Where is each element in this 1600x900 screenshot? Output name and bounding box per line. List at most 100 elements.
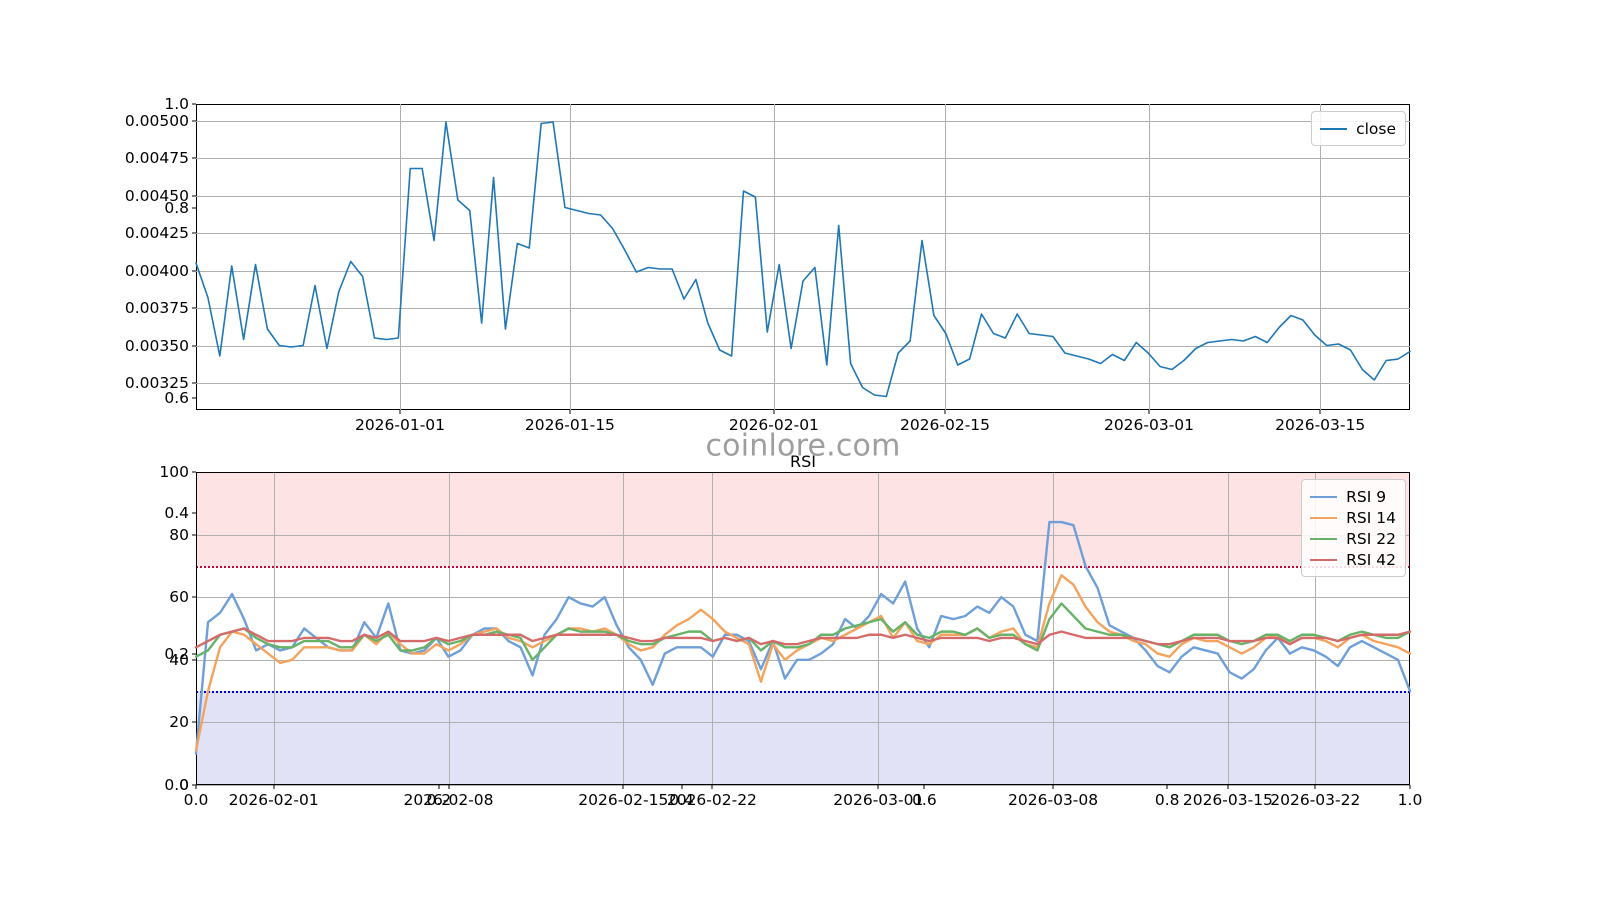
- price-gridline-h: [196, 158, 1410, 159]
- rsi-title: RSI: [790, 452, 816, 471]
- rsi-ytick-mark: [192, 471, 196, 473]
- rsi-ytick-mark: [192, 534, 196, 536]
- rsi-gridline-v: [711, 472, 713, 785]
- price-ytick-label: 0.00475: [124, 149, 189, 167]
- legend-item-rsi-9[interactable]: RSI 9: [1310, 486, 1396, 507]
- rsi-ytick-label: 40: [169, 650, 189, 669]
- price-xtick-label: 2026-03-15: [1275, 416, 1366, 434]
- rsi-xtick-label: 2026-03-01: [833, 791, 924, 809]
- legend-item-close[interactable]: close: [1320, 118, 1396, 139]
- legend-label-rsi-42: RSI 42: [1346, 550, 1396, 569]
- rsi-gridline-v: [1227, 472, 1229, 785]
- rsi-secondary-xtick-label: 0.0: [183, 791, 209, 809]
- legend-swatch-close: [1320, 127, 1348, 130]
- price-ytick-label: 0.00325: [124, 374, 189, 392]
- rsi-secondary-xtick-mark: [923, 785, 925, 789]
- rsi-secondary-ytick-mark: [192, 512, 196, 514]
- legend-swatch-rsi-14: [1310, 516, 1338, 519]
- rsi-gridline-v: [623, 472, 625, 785]
- rsi-overbought-line: [196, 565, 1410, 568]
- legend-swatch-rsi-9: [1310, 495, 1338, 498]
- rsi-gridline-v: [448, 472, 450, 785]
- price-gridline-h: [196, 233, 1410, 234]
- rsi-secondary-xtick-label: 0.8: [1154, 791, 1180, 809]
- price-xtick-mark: [1148, 410, 1150, 414]
- price-chart-panel: 0.00500 0.00475 0.00450 0.00425 0.00400 0.003…: [125, 95, 1411, 434]
- rsi-secondary-xtick-label: 0.4: [669, 791, 694, 809]
- rsi-ytick-label: 20: [169, 713, 189, 732]
- rsi-secondary-ytick-mark: [192, 784, 196, 786]
- price-gridline-v: [773, 104, 775, 410]
- rsi-xtick-label: 2026-03-22: [1270, 791, 1361, 809]
- price-ytick-label: 0.00350: [124, 336, 189, 355]
- price-ytick-mark: [192, 195, 196, 196]
- rsi-gridline-v: [1053, 472, 1055, 785]
- price-gridline-v: [945, 104, 946, 410]
- price-legend[interactable]: close: [1311, 111, 1406, 146]
- rsi-xtick-mark: [448, 785, 449, 789]
- price-gridline-v: [400, 104, 401, 410]
- rsi-secondary-ytick-label: 0.0: [164, 776, 189, 794]
- rsi-gridline-h: [196, 597, 1410, 599]
- price-secondary-ytick-mark: [192, 207, 196, 209]
- price-xtick-label: 2026-01-01: [354, 416, 446, 434]
- rsi-xtick-label: 2026-02-01: [228, 791, 319, 809]
- price-secondary-ytick-label: 0.8: [164, 199, 189, 217]
- price-secondary-ytick-label: 1.0: [164, 95, 189, 113]
- rsi-secondary-xtick-label: 0.6: [912, 791, 937, 809]
- rsi-secondary-ytick-label: 0.4: [164, 503, 189, 522]
- price-gridline-h: [196, 345, 1410, 347]
- rsi-secondary-xtick-label: 1.0: [1397, 791, 1423, 809]
- price-gridline-v: [1149, 104, 1150, 410]
- rsi-xtick-mark: [273, 785, 275, 789]
- legend-item-rsi-22[interactable]: RSI 22: [1310, 528, 1396, 549]
- rsi-xtick-mark: [877, 785, 879, 789]
- rsi-legend[interactable]: RSI 9 RSI 14 RSI 22 RSI 42: [1301, 479, 1406, 577]
- legend-item-rsi-14[interactable]: RSI 14: [1310, 507, 1396, 528]
- rsi-secondary-xtick-mark: [1409, 785, 1411, 789]
- rsi-ytick-mark: [192, 721, 196, 723]
- rsi-oversold-line: [196, 691, 1410, 694]
- legend-label-rsi-9: RSI 9: [1346, 487, 1387, 506]
- rsi-secondary-ytick-label: 0.2: [164, 644, 189, 663]
- rsi-band-overbought: [196, 472, 1410, 566]
- price-ytick-label: 0.00375: [124, 299, 189, 317]
- price-ytick-mark: [192, 120, 196, 121]
- rsi-gridline-v: [1315, 472, 1317, 785]
- price-gridline-h: [196, 120, 1410, 122]
- price-xtick-mark: [944, 410, 946, 414]
- price-ytick-label: 0.00500: [124, 111, 189, 130]
- rsi-secondary-xtick-label: 0.2: [426, 791, 452, 809]
- rsi-xtick-mark: [1314, 785, 1316, 789]
- legend-swatch-rsi-42: [1310, 558, 1338, 561]
- rsi-gridline-v: [273, 472, 275, 785]
- price-gridline-h: [196, 383, 1410, 384]
- rsi-ytick-label: 0: [179, 776, 189, 794]
- rsi-gridline-h: [196, 534, 1410, 536]
- price-ytick-mark: [192, 232, 196, 234]
- rsi-xtick-mark: [622, 785, 624, 789]
- price-secondary-ytick-label: 0.6: [164, 388, 189, 407]
- legend-swatch-rsi-22: [1310, 537, 1338, 540]
- rsi-xtick-mark: [1227, 785, 1229, 789]
- price-xtick-mark: [1319, 410, 1321, 414]
- rsi-ytick-mark: [192, 596, 196, 598]
- legend-label-close: close: [1356, 119, 1396, 138]
- rsi-xtick-label: 2026-02-22: [666, 791, 757, 809]
- rsi-plot-area: 0 20 40 60 80 100 0.0 0.2 0.4 2026-02-01 2026-02…: [159, 463, 1422, 809]
- price-xtick-label: 2026-02-15: [899, 416, 991, 434]
- rsi-gridline-v: [878, 472, 880, 785]
- price-ytick-label: 0.00425: [124, 224, 189, 242]
- price-gridline-h: [196, 195, 1410, 197]
- rsi-gridline-h: [196, 722, 1410, 724]
- rsi-xtick-label: 2026-02-08: [403, 791, 494, 809]
- price-ytick-label: 0.00450: [124, 186, 189, 205]
- price-xtick-mark: [399, 410, 401, 414]
- legend-item-rsi-42[interactable]: RSI 42: [1310, 549, 1396, 570]
- price-secondary-ytick-mark: [192, 397, 196, 399]
- rsi-series-group: [194, 520, 1412, 755]
- price-ytick-mark: [192, 307, 196, 309]
- rsi-secondary-ytick-mark: [192, 653, 196, 654]
- legend-label-rsi-22: RSI 22: [1346, 529, 1396, 548]
